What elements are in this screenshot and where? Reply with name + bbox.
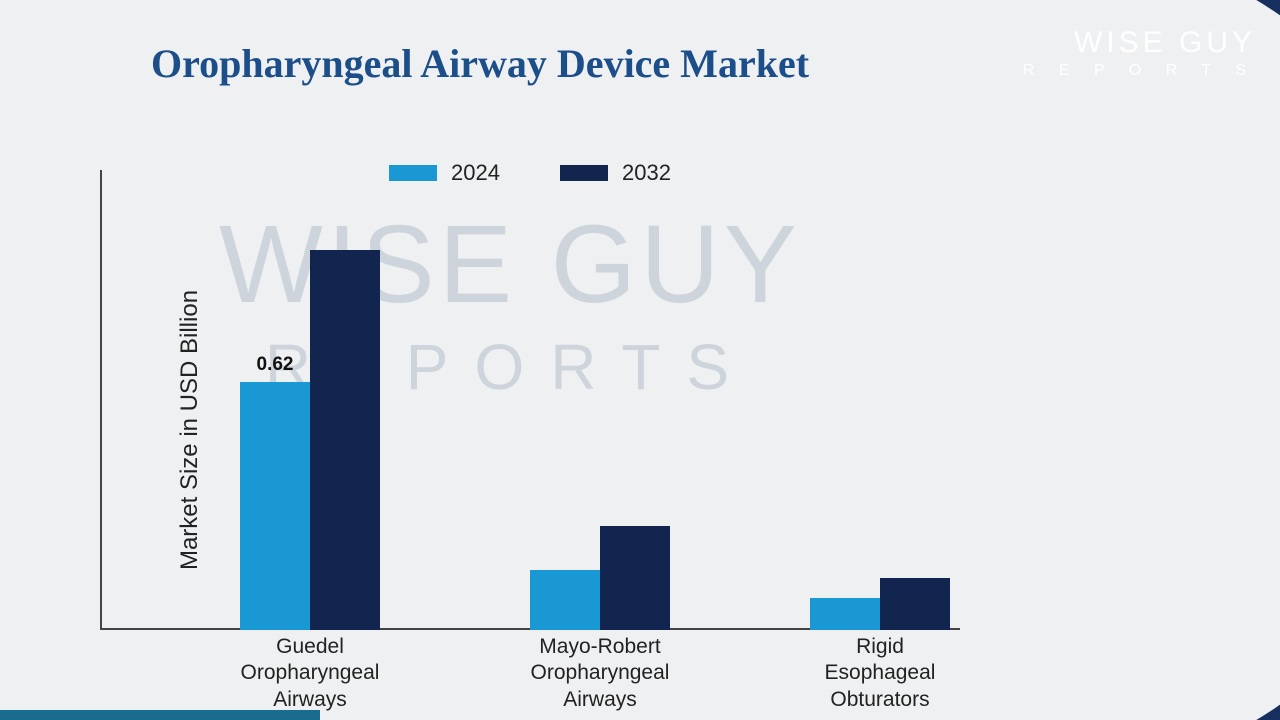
legend: 2024 2032 (100, 160, 960, 186)
category-label: Mayo-RobertOropharyngealAirways (490, 634, 710, 713)
brand-logo: WISE GUY R E P O R T S (1023, 26, 1256, 80)
bar-group: 0.62 (200, 250, 420, 630)
legend-swatch (560, 165, 608, 181)
bar (310, 250, 380, 630)
legend-label: 2024 (451, 160, 500, 186)
chart-canvas: WISE GUY REPORTS Oropharyngeal Airway De… (0, 0, 1280, 720)
legend-item: 2032 (560, 160, 671, 186)
legend-label: 2032 (622, 160, 671, 186)
bar-group (770, 578, 990, 630)
plot-region: 20242032 0.62GuedelOropharyngealAirwaysM… (100, 170, 960, 630)
logo-line1: WISE GUY (1023, 26, 1256, 60)
bar (810, 598, 880, 630)
accent-bar (0, 710, 320, 720)
bar-group (490, 526, 710, 630)
category-label: GuedelOropharyngealAirways (200, 634, 420, 713)
chart-title: Oropharyngeal Airway Device Market (0, 40, 960, 87)
bar (600, 526, 670, 630)
bar-value-label: 0.62 (240, 354, 310, 376)
category-label: RigidEsophagealObturators (770, 634, 990, 713)
bar: 0.62 (240, 382, 310, 630)
chart-area: Market Size in USD Billion 20242032 0.62… (60, 170, 960, 690)
legend-swatch (389, 165, 437, 181)
logo-line2: R E P O R T S (1023, 62, 1256, 80)
bar (880, 578, 950, 630)
y-axis-line (100, 170, 102, 630)
legend-item: 2024 (389, 160, 500, 186)
bar (530, 570, 600, 630)
